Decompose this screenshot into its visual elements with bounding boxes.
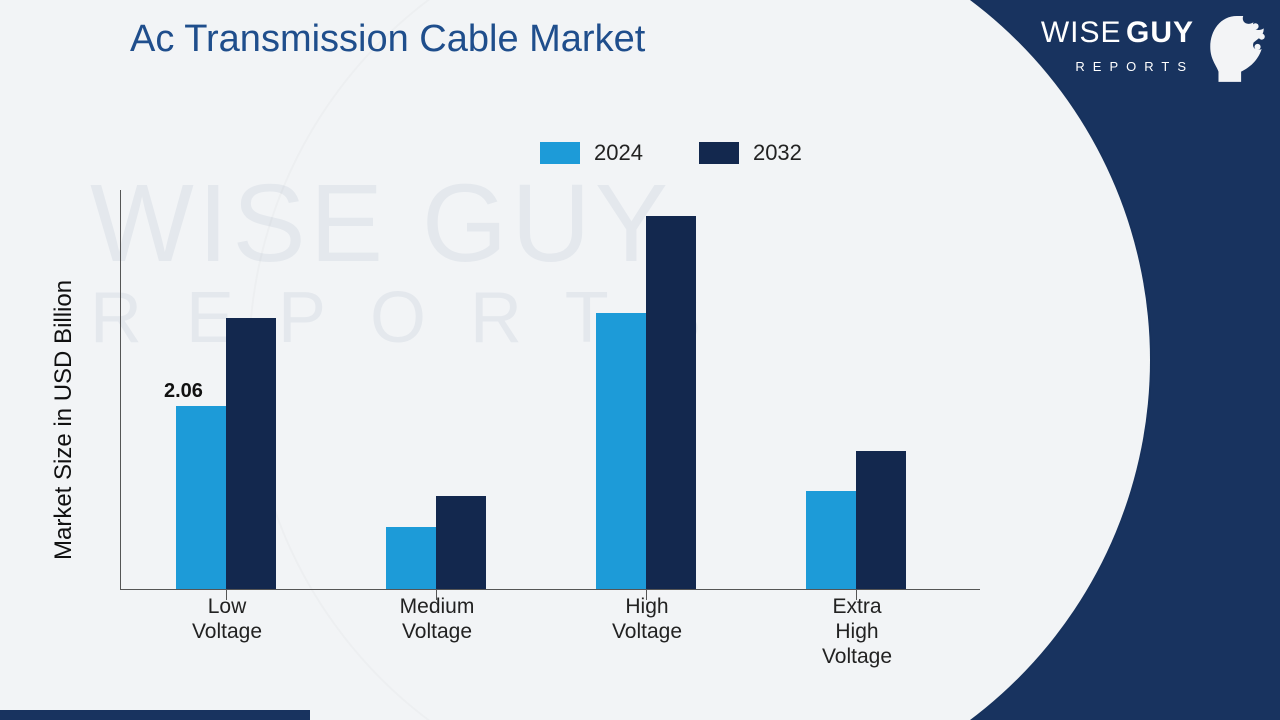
footer-accent-bar [0, 710, 310, 720]
y-axis-line [120, 190, 121, 590]
y-axis-label: Market Size in USD Billion [50, 280, 78, 560]
plot-area: LowVoltage2.06MediumVoltageHighVoltageEx… [120, 190, 980, 590]
legend-label-2024: 2024 [594, 140, 643, 166]
legend-item-2024: 2024 [540, 140, 643, 166]
bar-2032 [856, 451, 906, 589]
legend-item-2032: 2032 [699, 140, 802, 166]
bar-2032 [436, 496, 486, 589]
legend: 2024 2032 [540, 140, 802, 166]
bar-2024 [806, 491, 856, 589]
category-label: LowVoltage [152, 594, 302, 644]
category-label: HighVoltage [572, 594, 722, 644]
brand-subline: REPORTS [1075, 60, 1194, 73]
bar-2032 [646, 216, 696, 589]
brand-word-1: WISE [1041, 16, 1122, 49]
x-axis-line [120, 589, 980, 590]
bar-2032 [226, 318, 276, 589]
legend-swatch-2032 [699, 142, 739, 164]
legend-swatch-2024 [540, 142, 580, 164]
category-label: MediumVoltage [362, 594, 512, 644]
brand-logo: WISE GUY REPORTS [1041, 18, 1194, 73]
brand-word-2: GUY [1126, 16, 1194, 49]
chart-canvas: WISE GUY REPORTS Ac Transmission Cable M… [0, 0, 1280, 720]
brand-head-icon [1206, 14, 1268, 86]
bar-2024 [386, 527, 436, 589]
bar-value-label: 2.06 [164, 380, 203, 403]
bar-2024 [176, 406, 226, 589]
category-label: ExtraHighVoltage [782, 594, 932, 670]
chart-title: Ac Transmission Cable Market [130, 18, 645, 61]
legend-label-2032: 2032 [753, 140, 802, 166]
bar-2024 [596, 313, 646, 589]
